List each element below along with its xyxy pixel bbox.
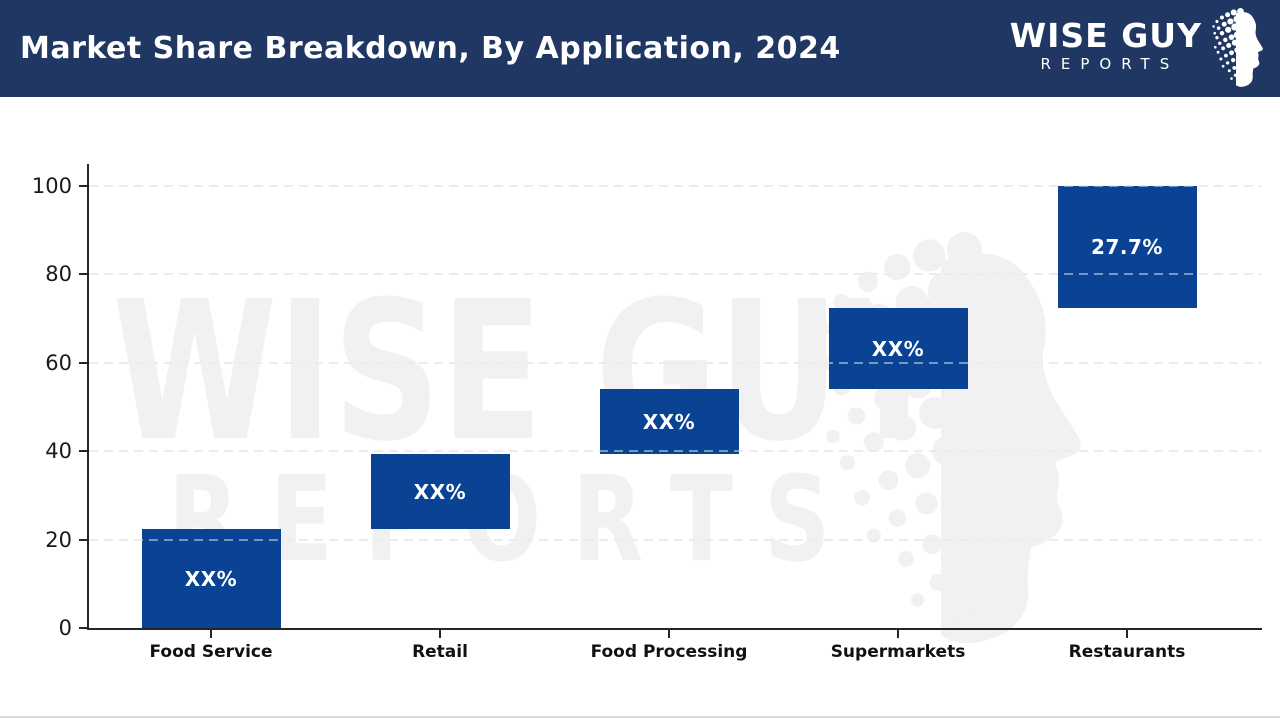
logo-wordmark: WISE GUY bbox=[1009, 16, 1202, 55]
grid-line bbox=[89, 538, 1262, 541]
grid-line bbox=[89, 361, 1262, 364]
x-tick-mark bbox=[1126, 630, 1128, 638]
y-tick-mark bbox=[79, 627, 88, 629]
x-tick-mark bbox=[439, 630, 441, 638]
grid-line-overlay bbox=[89, 273, 1262, 276]
logo-subtitle: REPORTS bbox=[1040, 55, 1180, 73]
bar-value-label: XX% bbox=[871, 336, 925, 361]
bar-value-label: 27.7% bbox=[1091, 235, 1163, 260]
bar: XX% bbox=[828, 308, 968, 390]
logo-text: WISE GUY REPORTS bbox=[1010, 18, 1202, 74]
bar: XX% bbox=[370, 453, 510, 530]
bar: XX% bbox=[141, 529, 281, 628]
x-axis-line bbox=[87, 628, 1262, 630]
logo-head-icon bbox=[1212, 8, 1263, 87]
x-tick-mark bbox=[668, 630, 670, 638]
x-axis-label: Food Service bbox=[149, 642, 273, 662]
x-axis-label: Retail bbox=[412, 642, 468, 662]
y-tick-label: 100 bbox=[31, 174, 72, 198]
grid-line-overlay bbox=[89, 361, 1262, 364]
y-tick-mark bbox=[79, 538, 88, 541]
y-tick-mark bbox=[79, 185, 88, 187]
grid-line bbox=[89, 273, 1262, 276]
wise-guy-logo: WISE GUY REPORTS bbox=[1004, 6, 1264, 92]
watermark-wordmark: WISE GUY bbox=[112, 261, 949, 484]
grid-line-overlay bbox=[89, 185, 1262, 187]
y-tick-label: 80 bbox=[45, 262, 72, 287]
bar: 27.7% bbox=[1057, 186, 1197, 309]
y-tick-mark bbox=[79, 361, 88, 364]
bar: XX% bbox=[599, 389, 739, 454]
grid-line-overlay bbox=[89, 538, 1262, 541]
y-tick-mark bbox=[79, 450, 88, 453]
y-axis-line bbox=[87, 164, 89, 630]
x-axis-label: Restaurants bbox=[1068, 642, 1186, 662]
bar-value-label: XX% bbox=[642, 409, 696, 434]
y-tick-label: 60 bbox=[45, 350, 72, 375]
y-tick-label: 40 bbox=[45, 439, 72, 464]
bar-value-label: XX% bbox=[184, 566, 238, 591]
x-tick-mark bbox=[210, 630, 212, 638]
chart-area: WISE GUY REPORTS 0 20 40 60 80 100 XX% Food Ser… bbox=[0, 97, 1280, 720]
y-tick-mark bbox=[79, 273, 88, 276]
grid-line-overlay bbox=[89, 450, 1262, 453]
bar-value-label: XX% bbox=[413, 479, 467, 504]
x-axis-label: Food Processing bbox=[590, 642, 748, 662]
x-tick-mark bbox=[897, 630, 899, 638]
y-tick-label: 20 bbox=[45, 527, 72, 552]
bottom-divider bbox=[0, 716, 1280, 718]
chart-title: Market Share Breakdown, By Application, … bbox=[20, 31, 841, 66]
x-axis-label: Supermarkets bbox=[830, 642, 966, 662]
header-bar: Market Share Breakdown, By Application, … bbox=[0, 0, 1280, 97]
y-tick-label: 0 bbox=[58, 616, 72, 640]
grid-line bbox=[89, 185, 1262, 187]
